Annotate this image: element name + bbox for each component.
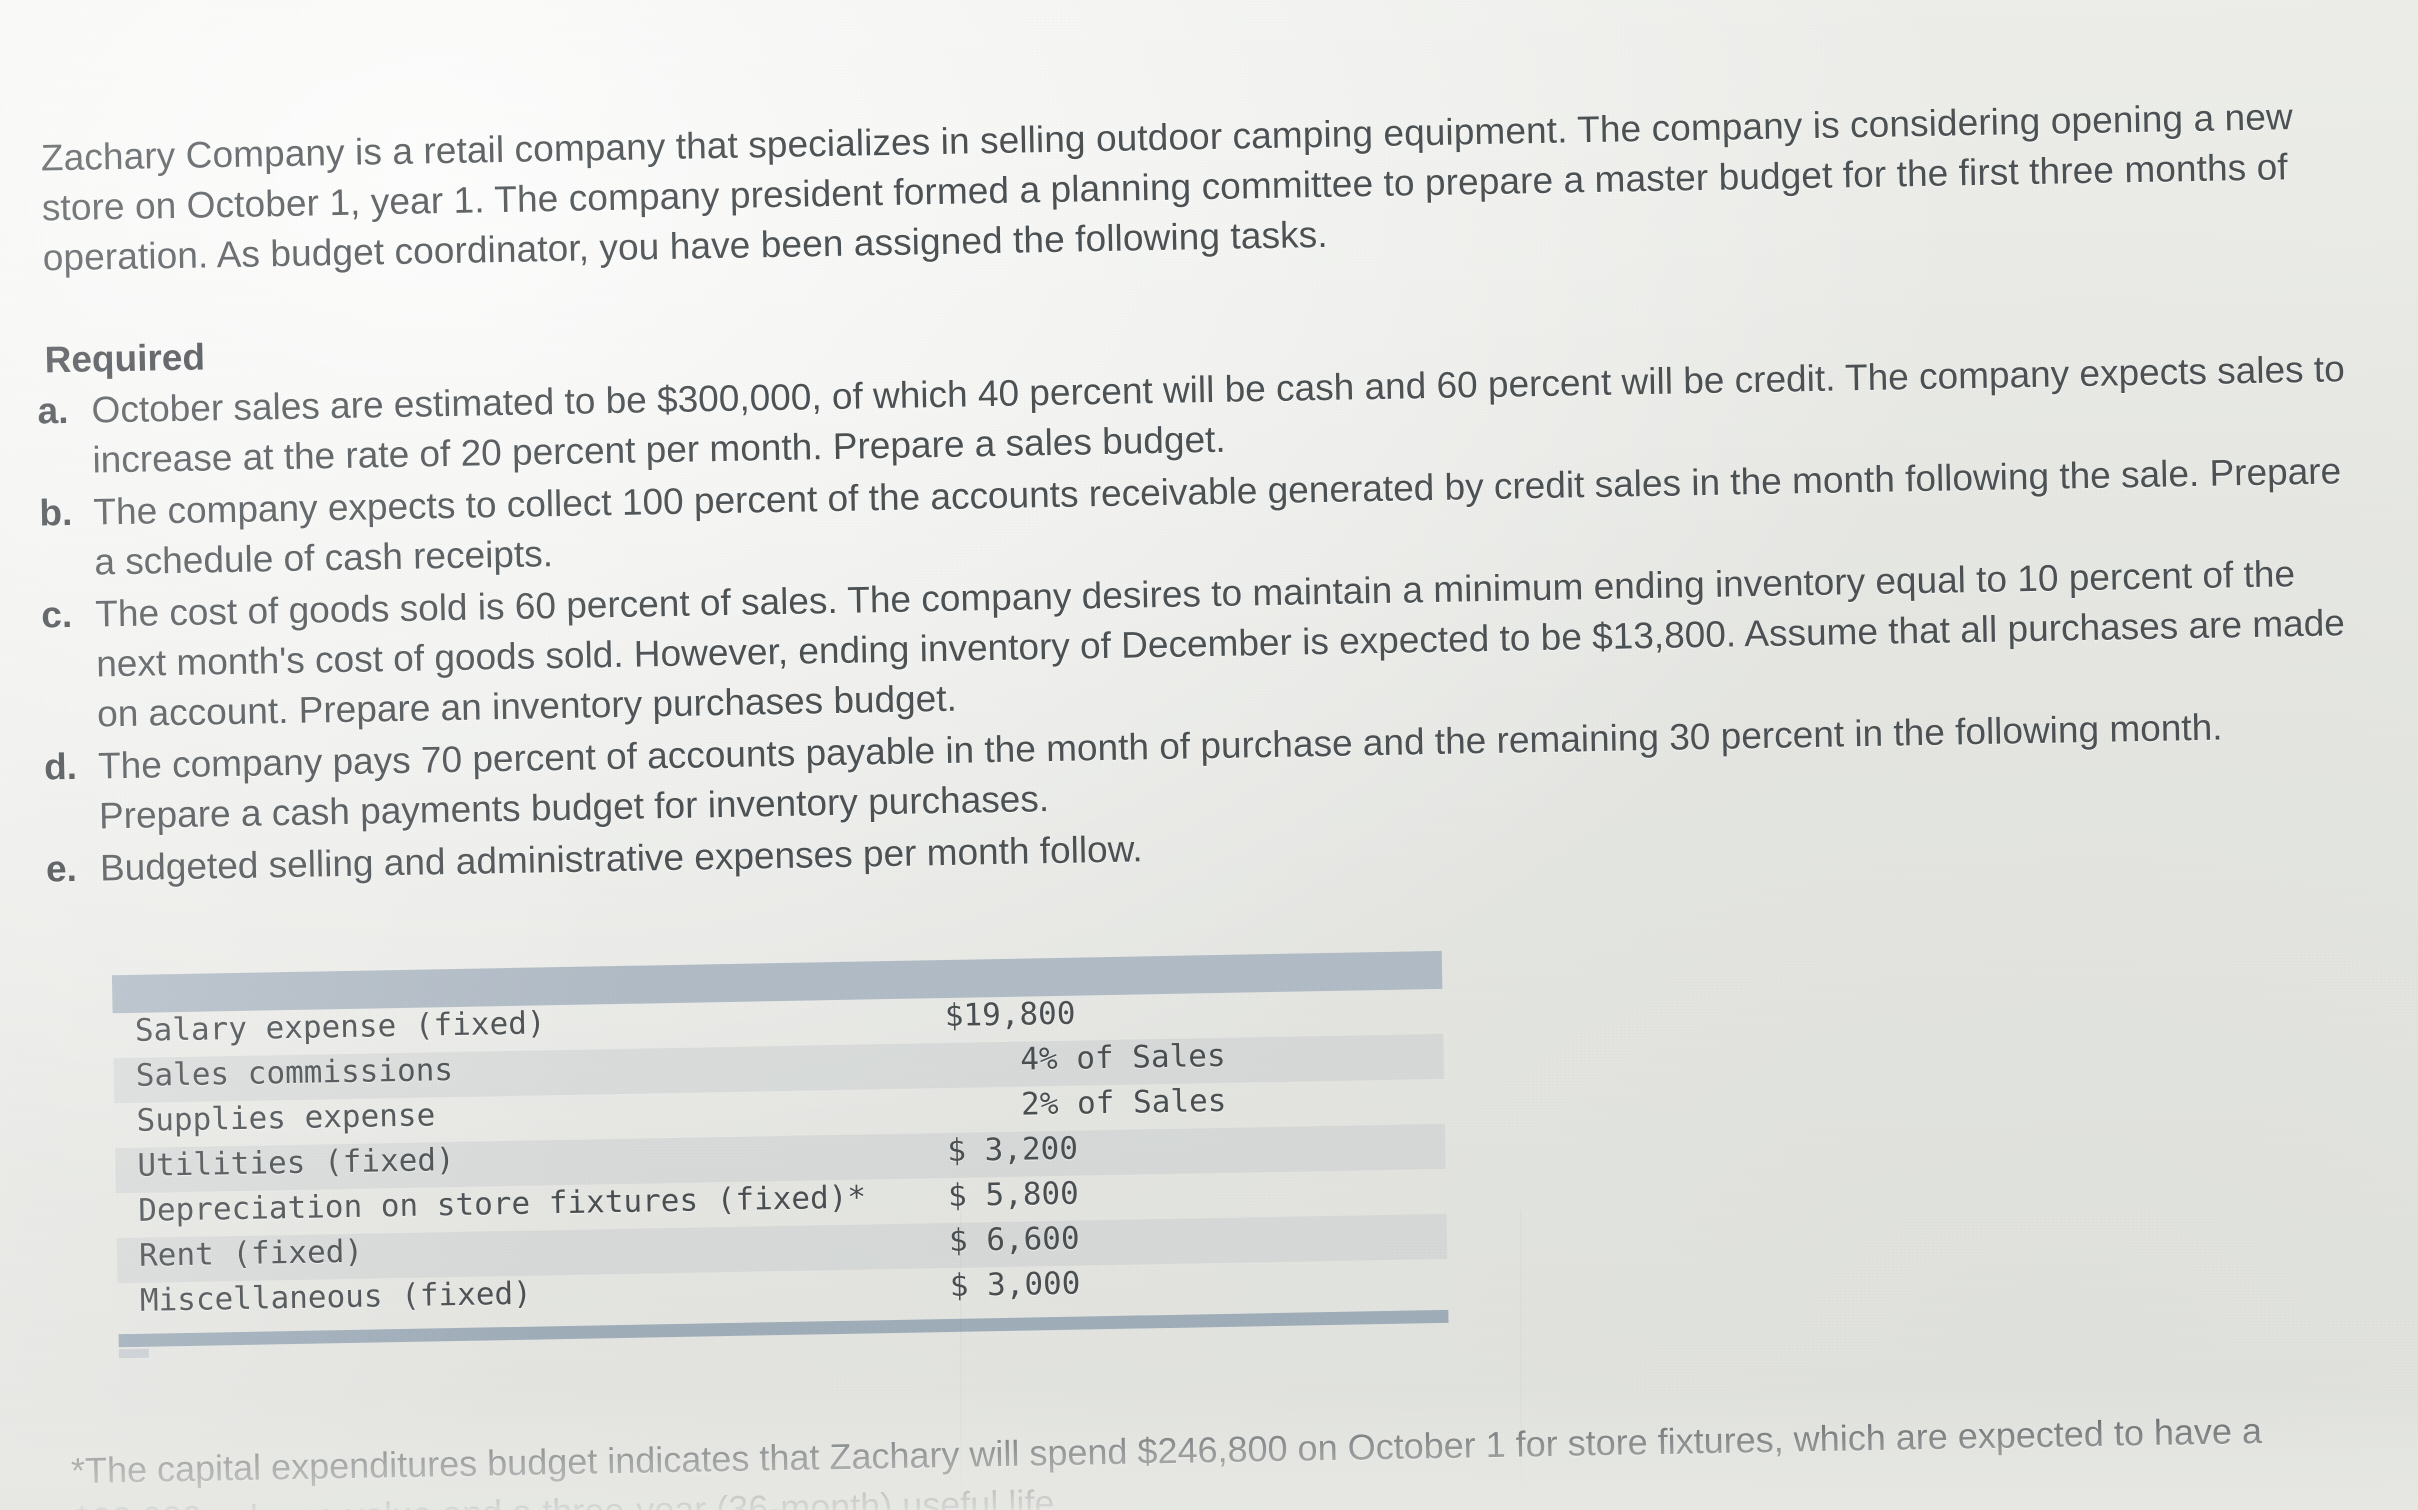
requirement-marker: a. <box>37 389 69 432</box>
selling-admin-expense-table: Salary expense (fixed) $19,800 Sales com… <box>111 950 1449 1359</box>
expense-value: $19,800 <box>944 995 1076 1035</box>
required-heading: Required <box>44 336 206 381</box>
expense-value: 2% of Sales <box>946 1082 1227 1125</box>
expense-value: $ 6,600 <box>948 1220 1080 1259</box>
requirements-list: a. October sales are estimated to be $30… <box>33 344 2362 896</box>
table-body: Salary expense (fixed) $19,800 Sales com… <box>113 989 1449 1328</box>
intro-paragraph: Zachary Company is a retail company that… <box>40 96 2294 279</box>
table-footer-tab <box>118 1348 149 1359</box>
requirement-marker: d. <box>43 745 78 788</box>
expense-value: $ 5,800 <box>947 1175 1080 1214</box>
expense-value: $ 3,200 <box>946 1130 1079 1169</box>
requirement-marker: b. <box>39 491 73 534</box>
expense-value: 4% of Sales <box>945 1037 1226 1080</box>
expense-value: $ 3,000 <box>949 1265 1081 1304</box>
requirement-marker: e. <box>45 847 78 890</box>
requirement-marker: c. <box>40 593 73 636</box>
footnote-text: *The capital expenditures budget indicat… <box>70 1409 2263 1510</box>
